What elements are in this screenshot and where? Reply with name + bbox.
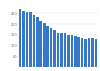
Bar bbox=[46, 26, 49, 67]
Bar bbox=[22, 11, 25, 67]
Bar bbox=[43, 23, 46, 67]
Bar bbox=[84, 39, 87, 67]
Bar bbox=[40, 21, 42, 67]
Bar bbox=[81, 38, 83, 67]
Bar bbox=[29, 12, 32, 67]
Bar bbox=[67, 35, 70, 67]
Bar bbox=[50, 28, 52, 67]
Bar bbox=[88, 38, 90, 67]
Bar bbox=[77, 37, 80, 67]
Bar bbox=[74, 36, 77, 67]
Bar bbox=[53, 30, 56, 67]
Bar bbox=[95, 39, 97, 67]
Bar bbox=[57, 33, 59, 67]
Bar bbox=[36, 17, 39, 67]
Bar bbox=[64, 33, 66, 67]
Bar bbox=[70, 35, 73, 67]
Bar bbox=[26, 12, 28, 67]
Bar bbox=[91, 38, 94, 67]
Bar bbox=[60, 33, 63, 67]
Bar bbox=[19, 9, 21, 67]
Bar bbox=[33, 15, 35, 67]
